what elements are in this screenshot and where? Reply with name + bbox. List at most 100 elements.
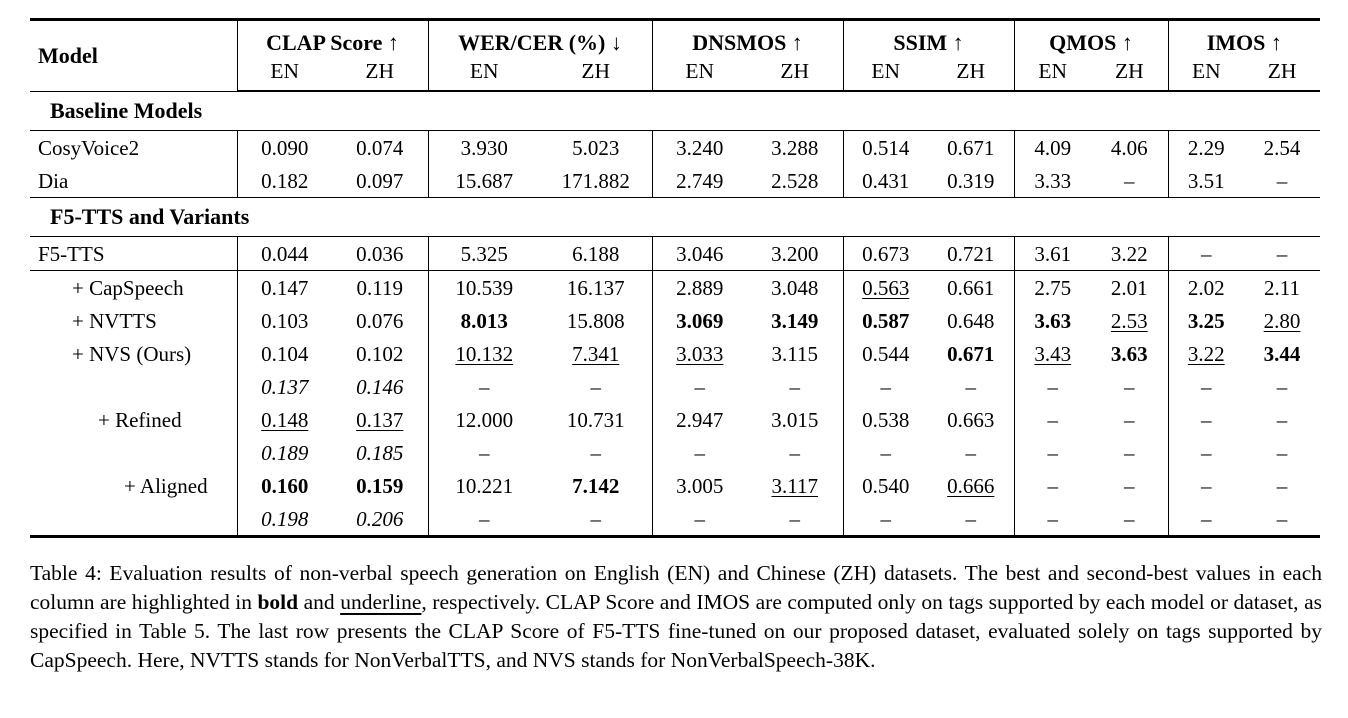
value-cell: 2.749 [651,164,747,198]
value-cell: 0.721 [928,236,1015,271]
value-cell: 0.563 [842,270,928,304]
column-group-header: CLAP Score ↑ [236,19,428,57]
section-header-row: Baseline Models [30,90,1321,131]
value-cell: 10.539 [427,270,540,304]
value-cell: – [789,374,801,399]
value-cell: 3.63 [1110,341,1148,366]
value-cell: 0.137 [356,407,404,432]
value-cell: 3.33 [1013,164,1092,198]
value-cell: 2.01 [1110,275,1148,300]
model-cell [30,370,237,403]
value-cell: – [1167,436,1245,469]
column-subheader: ZH [747,57,843,92]
value-cell: 3.63 [1013,304,1092,337]
column-subheader: ZH [1244,57,1321,92]
value-cell: 7.142 [572,473,620,498]
results-table: Model CLAP Score ↑ WER/CER (%) ↓ DNSMOS ↑ SS… [30,18,1321,538]
value-cell: 0.538 [842,403,928,436]
value-cell: 0.182 [236,164,332,198]
value-cell: 0.137 [236,370,332,403]
caption-bold-text: bold [257,590,299,614]
value-cell: 3.51 [1167,164,1245,198]
value-cell: 0.119 [356,275,403,300]
table-row: 0.198 0.206– – – – – – – – – – [30,502,1320,537]
value-cell: 0.146 [356,374,404,399]
header-sub-row: EN ZH EN ZH EN ZH EN ZH EN ZH EN ZH [30,57,1321,92]
value-cell: 3.069 [651,304,747,337]
paper-table-figure: Model CLAP Score ↑ WER/CER (%) ↓ DNSMOS ↑ SS… [30,18,1322,675]
value-cell: – [965,506,977,531]
caption-text: Table 4: Evaluation results of non-verba… [30,561,1322,614]
value-cell: 3.44 [1263,341,1301,366]
value-cell: – [1167,403,1245,436]
value-cell: 8.013 [427,304,540,337]
value-cell: 0.206 [356,506,404,531]
value-cell: 2.80 [1263,308,1301,333]
value-cell: 171.882 [561,168,630,193]
value-cell: 3.240 [651,130,747,164]
column-subheader: EN [842,57,928,92]
value-cell: 0.104 [236,337,332,370]
value-cell: – [1276,473,1288,498]
value-cell: 0.587 [842,304,928,337]
table-row: + Refined 0.148 0.137 12.000 10.731 2.947 3.01… [30,403,1320,436]
value-cell: 0.036 [332,236,428,271]
value-cell: 0.189 [236,436,332,469]
model-cell: F5-TTS [30,236,237,271]
value-cell: 3.200 [747,236,843,271]
value-cell: – [1276,506,1288,531]
value-cell: 3.046 [651,236,747,271]
value-cell: – [651,436,747,469]
table-row: F5-TTS 0.044 0.036 5.325 6.188 3.046 3.200 0.67… [30,236,1321,271]
column-subheader: EN [1013,57,1092,92]
value-cell: – [1013,502,1092,537]
value-cell: 0.671 [947,135,995,160]
value-cell: – [1124,374,1135,399]
value-cell: – [1124,168,1135,193]
column-group-header: WER/CER (%) ↓ [427,19,652,57]
value-cell: 0.159 [356,473,404,498]
value-cell: 0.102 [356,341,404,366]
value-cell: 0.103 [236,304,332,337]
table-header: Model CLAP Score ↑ WER/CER (%) ↓ DNSMOS ↑ SS… [30,19,1321,92]
table-row: + Aligned 0.160 0.159 10.221 7.142 3.005 3.117… [30,469,1320,502]
value-cell: 0.074 [356,135,404,160]
column-group-header: QMOS ↑ [1013,19,1169,57]
value-cell: 4.06 [1110,135,1148,160]
value-cell: 0.514 [842,130,928,164]
column-subheader: ZH [540,57,652,92]
value-cell: 3.22 [1091,236,1169,271]
section-title: Baseline Models [30,90,1321,131]
value-cell: – [1124,473,1135,498]
model-cell [30,502,237,537]
value-cell: 3.43 [1013,337,1092,370]
value-cell: 15.808 [566,308,625,333]
value-cell: 5.325 [427,236,540,271]
value-cell: – [1124,506,1135,531]
column-subheader: ZH [332,57,428,92]
column-group-header: DNSMOS ↑ [651,19,843,57]
value-cell: 5.023 [572,135,620,160]
column-subheader: EN [236,57,332,92]
value-cell: 3.033 [651,337,747,370]
value-cell: – [427,370,540,403]
model-cell: + NVS (Ours) [72,341,192,366]
value-cell: 0.147 [236,270,332,304]
value-cell: 2.11 [1264,275,1301,300]
value-cell: – [1167,502,1245,537]
value-cell: – [590,440,602,465]
table-caption: Table 4: Evaluation results of non-verba… [30,559,1322,675]
table-body: Baseline Models CosyVoice2 0.090 0.074 3.930… [30,90,1321,537]
value-cell: – [842,370,928,403]
value-cell: 0.673 [842,236,928,271]
section-title: F5-TTS and Variants [30,197,1321,237]
value-cell: 7.341 [572,341,620,366]
column-subheader: EN [1167,57,1245,92]
table-row: CosyVoice2 0.090 0.074 3.930 5.023 3.240 3.288… [30,130,1320,164]
value-cell: – [590,374,602,399]
value-cell: – [965,374,977,399]
value-cell: – [1276,168,1288,193]
value-cell: 0.198 [236,502,332,537]
value-cell: 10.221 [427,469,540,502]
table-row: 0.137 0.146– – – – – – – – – – [30,370,1320,403]
